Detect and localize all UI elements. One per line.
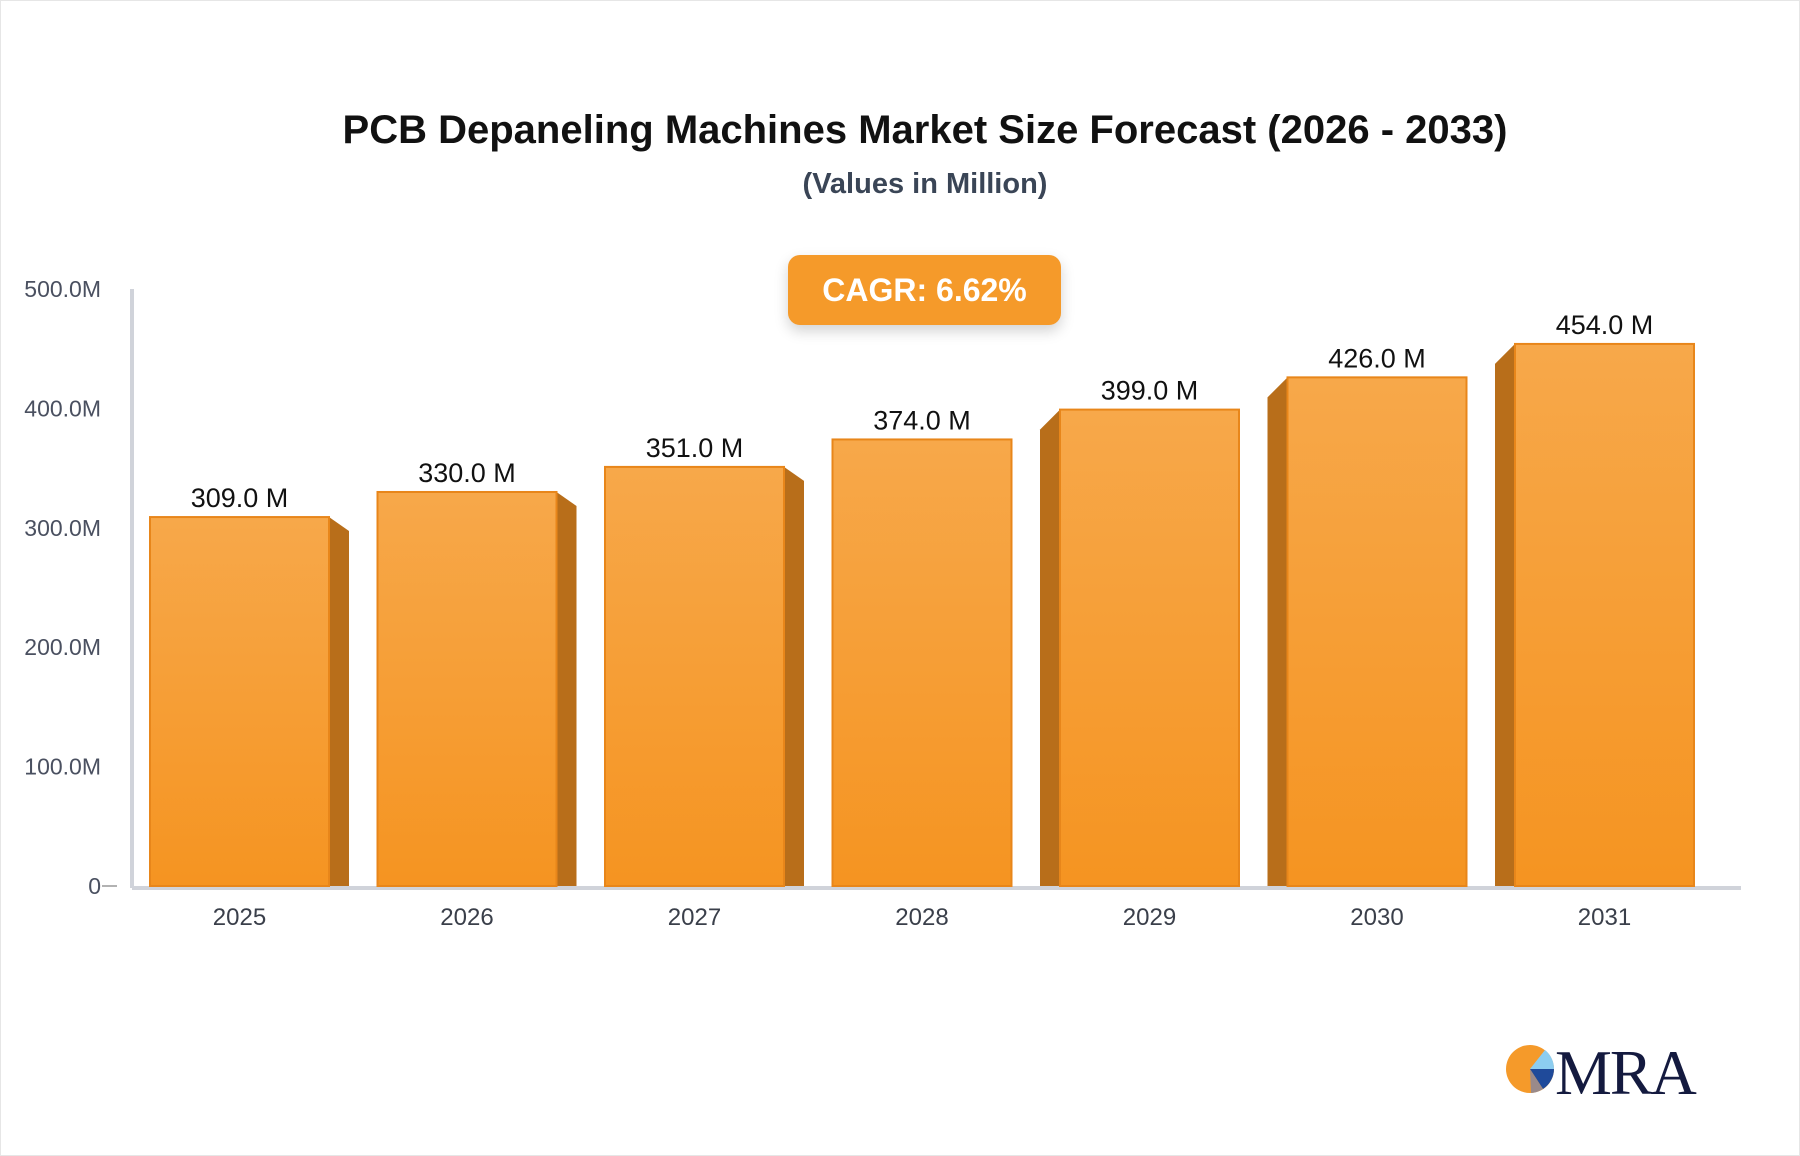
mra-logo: MRA bbox=[1505, 1037, 1697, 1108]
data-label: 374.0 M bbox=[873, 405, 971, 435]
data-label: 330.0 M bbox=[418, 458, 516, 488]
data-label: 351.0 M bbox=[646, 433, 744, 463]
x-tick-label: 2029 bbox=[1123, 904, 1176, 931]
data-label: 426.0 M bbox=[1328, 343, 1426, 373]
x-tick-label: 2026 bbox=[440, 904, 493, 931]
x-tick-label: 2027 bbox=[668, 904, 721, 931]
x-tick-label: 2031 bbox=[1578, 904, 1631, 931]
y-tick-label: 0 bbox=[88, 873, 101, 899]
data-label: 399.0 M bbox=[1101, 376, 1199, 406]
bar bbox=[1514, 342, 1695, 887]
data-label: 454.0 M bbox=[1556, 310, 1654, 340]
bar-side bbox=[784, 466, 804, 886]
data-label: 309.0 M bbox=[191, 483, 289, 513]
bar bbox=[149, 516, 330, 888]
cagr-badge: CAGR: 6.62% bbox=[788, 255, 1061, 325]
x-tick-label: 2025 bbox=[213, 904, 266, 931]
x-tick-label: 2028 bbox=[895, 904, 948, 931]
y-tick-label: 400.0M bbox=[24, 395, 101, 421]
bar-side bbox=[556, 491, 577, 886]
bar bbox=[604, 465, 785, 887]
bar bbox=[1286, 376, 1468, 887]
pie-logo-icon bbox=[1506, 1045, 1555, 1093]
bar-side bbox=[1267, 377, 1288, 886]
x-tick-label: 2030 bbox=[1350, 904, 1403, 931]
y-tick-label: 500.0M bbox=[24, 276, 101, 302]
bar-side bbox=[1040, 409, 1060, 886]
bar bbox=[831, 438, 1013, 887]
chart-subtitle: (Values in Million) bbox=[802, 168, 1048, 200]
bar-side bbox=[1495, 343, 1515, 886]
bar bbox=[376, 490, 558, 887]
bar-side bbox=[329, 517, 349, 886]
y-tick-label: 200.0M bbox=[24, 634, 101, 660]
chart-title: PCB Depaneling Machines Market Size Fore… bbox=[342, 108, 1508, 152]
bar bbox=[1059, 408, 1240, 887]
y-tick-label: 100.0M bbox=[24, 754, 101, 780]
y-tick-label: 300.0M bbox=[24, 515, 101, 541]
logo-text: MRA bbox=[1555, 1037, 1697, 1108]
